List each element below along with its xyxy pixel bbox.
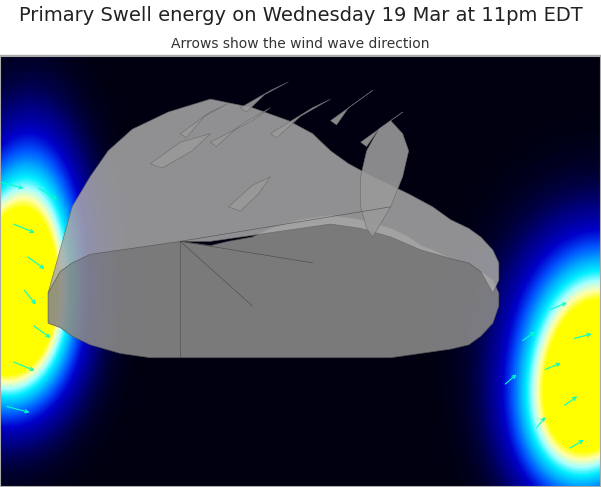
Polygon shape: [210, 108, 270, 147]
Polygon shape: [270, 99, 331, 138]
Polygon shape: [361, 112, 403, 147]
Polygon shape: [228, 177, 270, 211]
Polygon shape: [361, 121, 409, 237]
Text: Arrows show the wind wave direction: Arrows show the wind wave direction: [171, 37, 430, 51]
Polygon shape: [331, 91, 373, 125]
Polygon shape: [240, 82, 288, 112]
Text: Primary Swell energy on Wednesday 19 Mar at 11pm EDT: Primary Swell energy on Wednesday 19 Mar…: [19, 6, 582, 25]
Polygon shape: [180, 103, 228, 138]
Polygon shape: [48, 99, 499, 293]
Polygon shape: [150, 133, 210, 168]
Polygon shape: [48, 215, 499, 357]
